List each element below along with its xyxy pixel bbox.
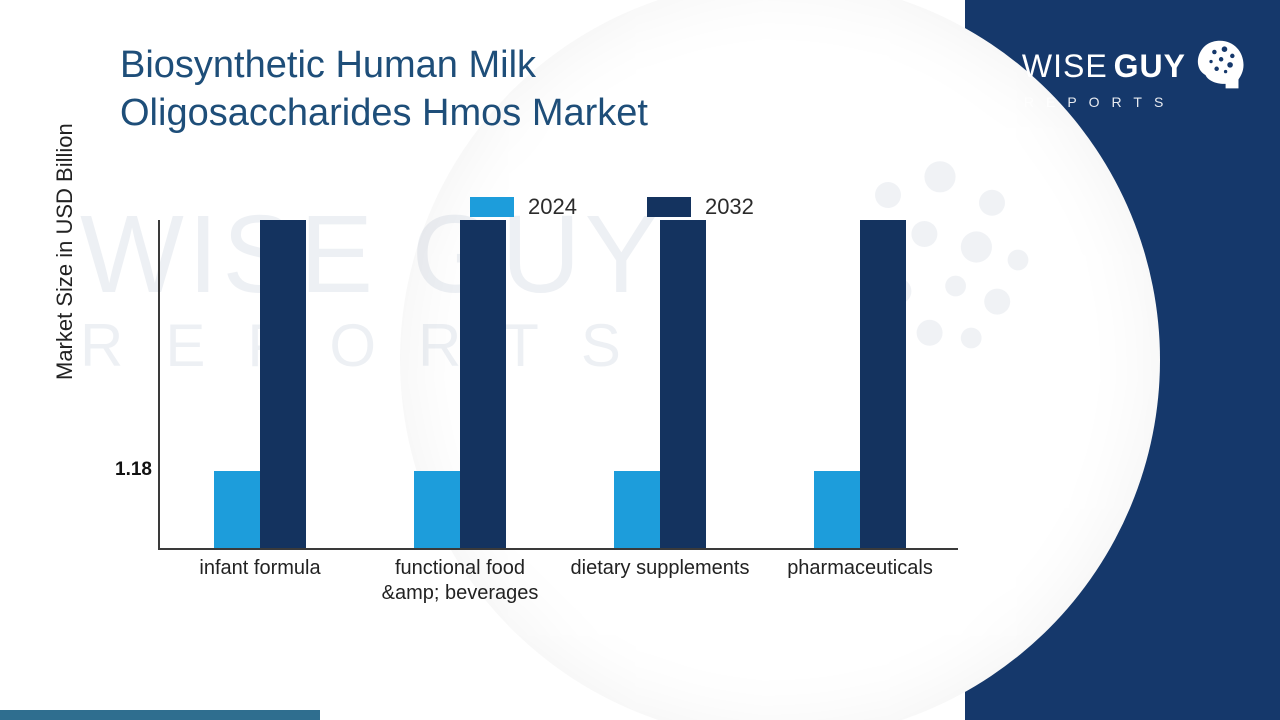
logo-line1: WISE GUY (1022, 38, 1248, 94)
x-axis-line (158, 548, 958, 550)
legend: 2024 2032 (470, 194, 754, 220)
category-label: functional food &amp; beverages (360, 556, 560, 606)
bar (660, 220, 706, 548)
y-axis-label: Market Size in USD Billion (52, 123, 78, 380)
bar (614, 471, 660, 548)
bar-group (560, 220, 760, 548)
logo-line2: REPORTS (1024, 94, 1248, 110)
category-labels: infant formulafunctional food &amp; beve… (160, 556, 960, 606)
bar-group (360, 220, 560, 548)
bar-group (760, 220, 960, 548)
category-label: dietary supplements (560, 556, 760, 606)
legend-label-2024: 2024 (528, 194, 577, 220)
bottom-accent-bar (0, 710, 320, 720)
legend-label-2032: 2032 (705, 194, 754, 220)
category-label: infant formula (160, 556, 360, 606)
bar (860, 220, 906, 548)
bar-group (160, 220, 360, 548)
legend-swatch-2024 (470, 197, 514, 217)
legend-item-2024: 2024 (470, 194, 577, 220)
chart-title: Biosynthetic Human Milk Oligosaccharides… (120, 42, 820, 137)
logo-word-guy: GUY (1114, 48, 1186, 85)
logo-head-icon (1192, 38, 1248, 94)
legend-swatch-2032 (647, 197, 691, 217)
legend-item-2032: 2032 (647, 194, 754, 220)
bar (414, 471, 460, 548)
logo-word-wise: WISE (1022, 48, 1108, 85)
page-root: WISE GUY REPORTS WISE GUY (0, 0, 1280, 720)
category-label: pharmaceuticals (760, 556, 960, 606)
bar-groups (160, 220, 960, 548)
bar (260, 220, 306, 548)
chart-area: 1.18 (100, 220, 960, 550)
bar (214, 471, 260, 548)
brand-logo: WISE GUY REPORTS (1022, 38, 1248, 110)
y-tick-label: 1.18 (100, 459, 152, 481)
bar (814, 471, 860, 548)
bar (460, 220, 506, 548)
